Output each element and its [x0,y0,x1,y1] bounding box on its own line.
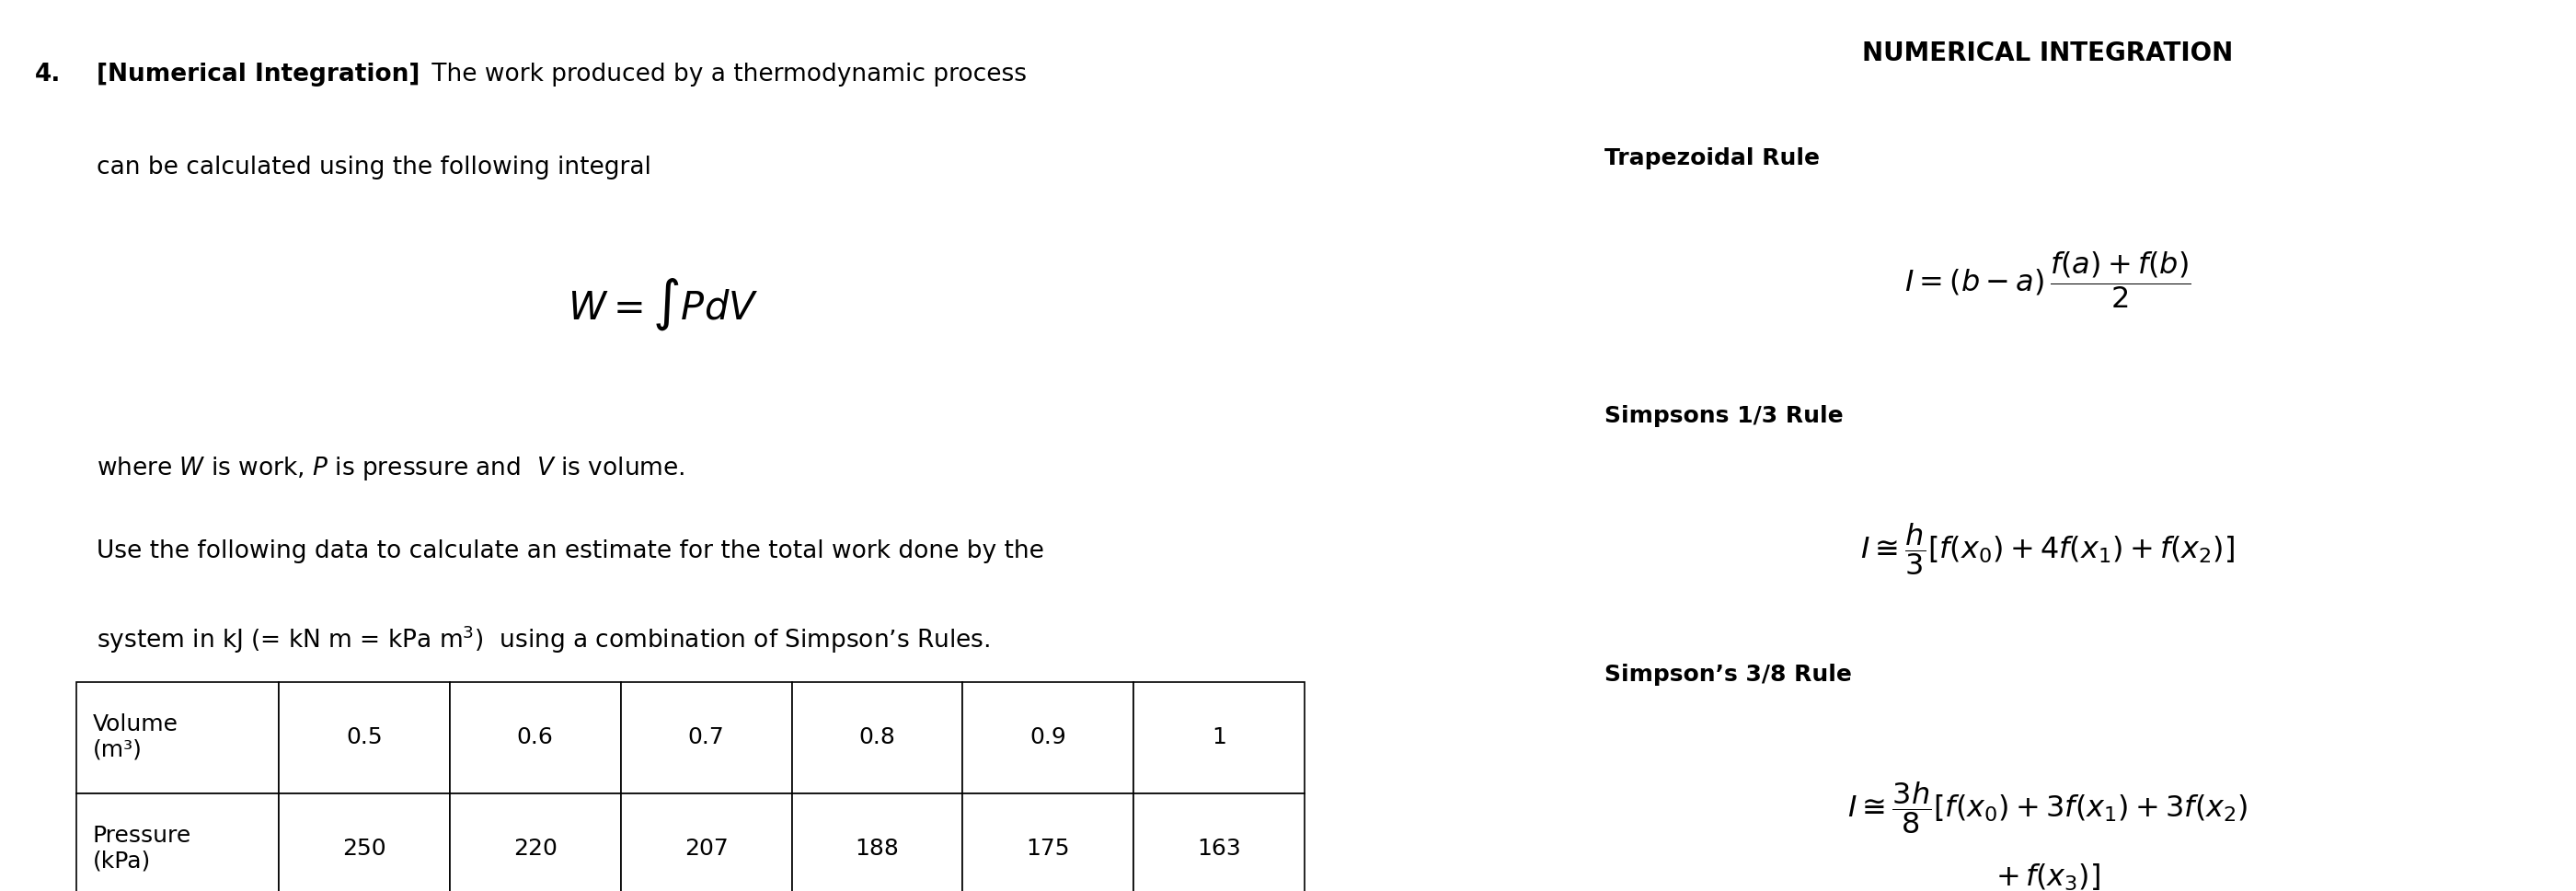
Bar [791,793,963,891]
Text: $I \cong \dfrac{3h}{8}[f(x_0)+3f(x_1)+3f(x_2)$: $I \cong \dfrac{3h}{8}[f(x_0)+3f(x_1)+3f… [1847,780,2249,836]
Text: 163: 163 [1198,838,1242,860]
Bar [278,682,451,793]
Bar [621,793,791,891]
Bar [451,682,621,793]
Text: NUMERICAL INTEGRATION: NUMERICAL INTEGRATION [1862,40,2233,66]
Text: Trapezoidal Rule: Trapezoidal Rule [1605,147,1819,169]
Text: $I = (b-a)\,\dfrac{f(a)+f(b)}{2}$: $I = (b-a)\,\dfrac{f(a)+f(b)}{2}$ [1904,249,2192,310]
Bar [963,793,1133,891]
Text: $I \cong \dfrac{h}{3}[f(x_0)+4f(x_1)+f(x_2)]$: $I \cong \dfrac{h}{3}[f(x_0)+4f(x_1)+f(x… [1860,521,2236,577]
Text: $+\,f(x_3)]$: $+\,f(x_3)]$ [1996,862,2099,891]
Text: 0.9: 0.9 [1030,726,1066,748]
Text: 0.5: 0.5 [345,726,381,748]
Text: 188: 188 [855,838,899,860]
Text: Volume
(m³): Volume (m³) [93,714,178,761]
Text: $W = \int PdV$: $W = \int PdV$ [567,276,757,332]
Bar [621,682,791,793]
Text: 4.: 4. [33,62,62,86]
Bar [75,793,278,891]
Bar [791,682,963,793]
Bar [278,793,451,891]
Text: 220: 220 [513,838,556,860]
Text: 1: 1 [1211,726,1226,748]
Bar [1133,682,1306,793]
Text: [Numerical Integration]: [Numerical Integration] [98,62,420,86]
Text: The work produced by a thermodynamic process: The work produced by a thermodynamic pro… [425,62,1025,86]
Text: 207: 207 [685,838,729,860]
Bar [75,682,278,793]
Text: Simpson’s 3/8 Rule: Simpson’s 3/8 Rule [1605,664,1852,686]
Text: Simpsons 1/3 Rule: Simpsons 1/3 Rule [1605,405,1844,428]
Text: 0.7: 0.7 [688,726,724,748]
Text: can be calculated using the following integral: can be calculated using the following in… [98,156,652,180]
Bar [1133,793,1306,891]
Text: 0.8: 0.8 [858,726,896,748]
Text: system in kJ (= kN m = kPa m$^3$)  using a combination of Simpson’s Rules.: system in kJ (= kN m = kPa m$^3$) using … [98,624,989,656]
Text: 250: 250 [343,838,386,860]
Bar [451,793,621,891]
Text: 0.6: 0.6 [518,726,554,748]
Text: Use the following data to calculate an estimate for the total work done by the: Use the following data to calculate an e… [98,539,1043,563]
Text: where $\it{W}$ is work, $\it{P}$ is pressure and  $\it{V}$ is volume.: where $\it{W}$ is work, $\it{P}$ is pres… [98,454,685,482]
Bar [963,682,1133,793]
Text: 175: 175 [1025,838,1069,860]
Text: Pressure
(kPa): Pressure (kPa) [93,825,191,872]
